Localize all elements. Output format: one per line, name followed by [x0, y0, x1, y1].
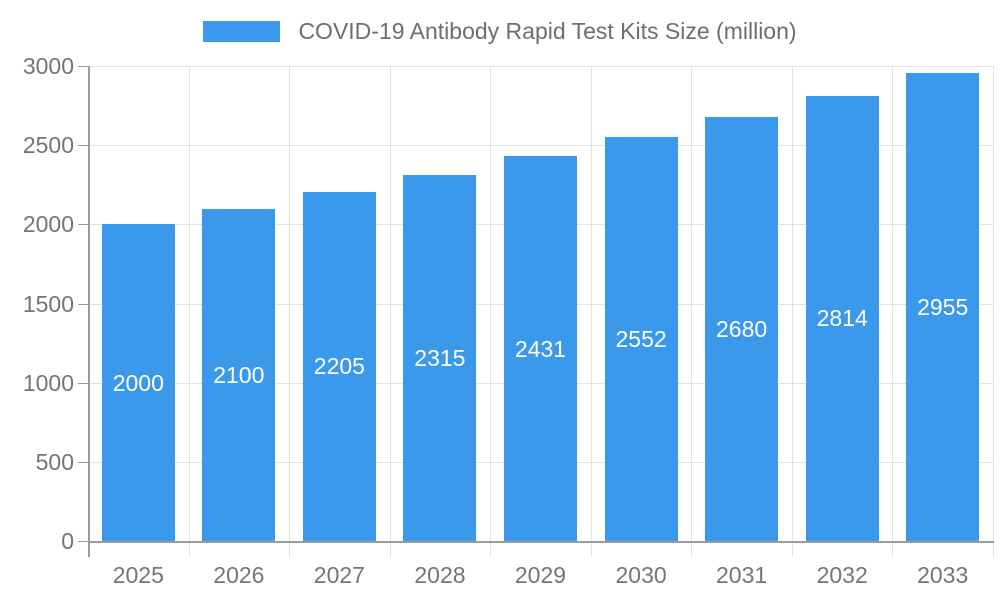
- x-axis-tick-label: 2029: [514, 562, 567, 588]
- legend-item[interactable]: COVID-19 Antibody Rapid Test Kits Size (…: [0, 20, 1000, 43]
- y-axis-tick-label: 1500: [22, 291, 74, 317]
- x-gridline: [390, 66, 391, 557]
- x-gridline: [691, 66, 692, 557]
- y-axis-tick-label: 2500: [22, 132, 74, 158]
- x-axis-tick-label: 2028: [414, 562, 466, 588]
- bar-value-label: 2955: [917, 293, 969, 320]
- bar-2030[interactable]: 2552: [604, 136, 678, 541]
- bar-value-label: 2315: [414, 344, 466, 371]
- x-axis-tick-label: 2032: [816, 562, 868, 588]
- x-axis-line: [88, 541, 994, 543]
- x-axis-tick-label: 2026: [213, 562, 265, 588]
- y-axis-tick-label: 0: [61, 528, 74, 554]
- y-axis-tick-label: 1000: [22, 370, 74, 396]
- y-axis-tick: [78, 145, 88, 146]
- bar-value-label: 2205: [313, 353, 365, 380]
- bar-2025[interactable]: 2000: [101, 224, 175, 541]
- x-gridline: [591, 66, 592, 557]
- bar-value-label: 2814: [816, 305, 868, 332]
- bar-2026[interactable]: 2100: [202, 208, 276, 541]
- x-gridline: [490, 66, 491, 557]
- bar-value-label: 2431: [514, 335, 567, 362]
- y-axis-tick: [78, 224, 88, 225]
- y-axis-line: [88, 66, 90, 557]
- x-gridline: [189, 66, 190, 557]
- y-axis-tick-label: 2000: [22, 211, 74, 237]
- bar-value-label: 2000: [112, 369, 164, 396]
- legend-swatch: [203, 21, 281, 42]
- y-axis-tick-label: 500: [35, 449, 74, 475]
- bar-2028[interactable]: 2315: [403, 174, 477, 541]
- bar-value-label: 2552: [615, 325, 667, 352]
- y-axis-tick: [78, 383, 88, 384]
- y-axis-tick: [78, 541, 88, 542]
- x-gridline: [892, 66, 893, 557]
- x-axis-tick-label: 2033: [917, 562, 969, 588]
- y-gridline: [88, 66, 993, 67]
- y-axis-tick-label: 3000: [22, 53, 74, 79]
- y-axis-tick: [78, 304, 88, 305]
- bar-2032[interactable]: 2814: [805, 95, 879, 541]
- x-gridline: [993, 66, 994, 557]
- x-gridline: [289, 66, 290, 557]
- y-axis-tick: [78, 66, 88, 67]
- y-gridline: [88, 145, 993, 146]
- x-axis-tick-label: 2031: [716, 562, 768, 588]
- bar-2033[interactable]: 2955: [906, 73, 980, 541]
- legend-label: COVID-19 Antibody Rapid Test Kits Size (…: [298, 18, 797, 44]
- bar-value-label: 2100: [213, 361, 265, 388]
- bar-2027[interactable]: 2205: [302, 191, 376, 541]
- y-axis-tick: [78, 462, 88, 463]
- bar-2031[interactable]: 2680: [705, 116, 779, 541]
- x-axis-tick-label: 2027: [313, 562, 365, 588]
- bar-2029[interactable]: 2431: [504, 156, 577, 541]
- x-axis-tick-label: 2030: [615, 562, 667, 588]
- x-gridline: [792, 66, 793, 557]
- x-axis-tick-label: 2025: [112, 562, 164, 588]
- bar-value-label: 2680: [716, 315, 768, 342]
